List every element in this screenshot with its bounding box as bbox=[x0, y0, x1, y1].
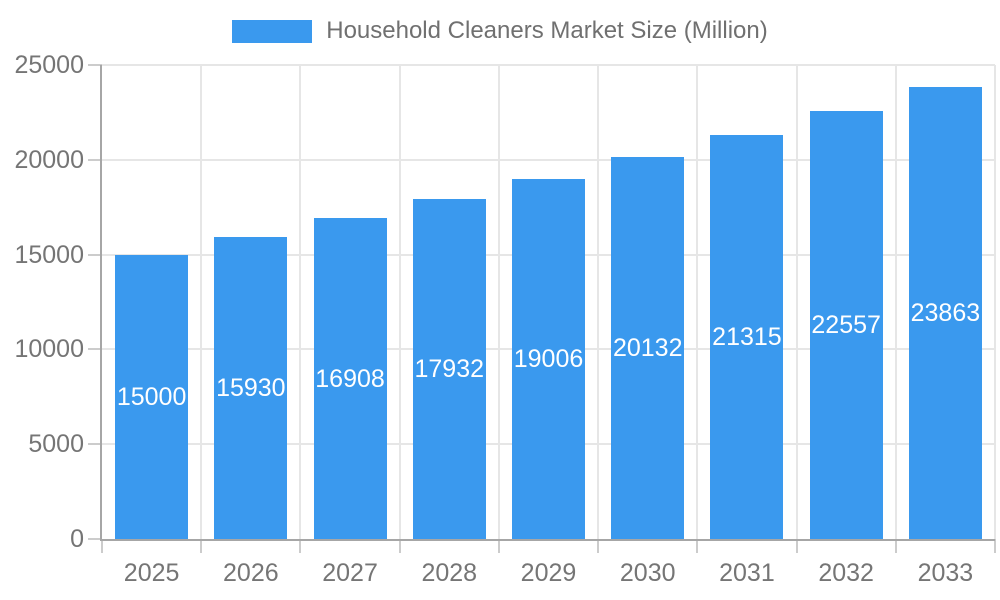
y-axis-label: 25000 bbox=[14, 51, 84, 79]
x-axis-tick bbox=[200, 539, 203, 553]
bar-2027[interactable]: 16908 bbox=[313, 218, 387, 539]
x-axis-tick bbox=[894, 539, 897, 553]
bar-value-label: 17932 bbox=[414, 354, 485, 383]
y-axis-tick bbox=[88, 348, 102, 351]
bar-2030[interactable]: 20132 bbox=[611, 157, 685, 539]
x-axis-label: 2026 bbox=[223, 559, 279, 587]
bar-value-label: 19006 bbox=[513, 344, 584, 373]
x-gridline bbox=[200, 65, 203, 539]
y-axis-tick bbox=[88, 538, 102, 540]
y-axis-label: 5000 bbox=[28, 430, 84, 459]
bar-value-label: 21315 bbox=[712, 322, 782, 351]
bar-value-label: 16908 bbox=[315, 364, 385, 393]
y-axis-tick bbox=[88, 64, 102, 66]
legend-color-swatch[interactable] bbox=[232, 19, 313, 43]
x-axis-label: 2028 bbox=[421, 559, 478, 587]
y-gridline bbox=[102, 158, 995, 161]
y-axis-tick bbox=[88, 443, 102, 446]
x-axis-tick bbox=[994, 539, 996, 553]
x-gridline bbox=[696, 65, 699, 539]
bar-value-label: 23863 bbox=[910, 298, 981, 327]
x-axis-label: 2025 bbox=[123, 559, 180, 587]
x-axis-label: 2033 bbox=[917, 559, 974, 587]
y-gridline bbox=[102, 64, 995, 66]
y-axis-line bbox=[100, 65, 102, 539]
bar-2032[interactable]: 22557 bbox=[809, 111, 883, 539]
x-axis-label: 2030 bbox=[619, 559, 676, 587]
bar-value-label: 15930 bbox=[216, 373, 286, 402]
bar-2031[interactable]: 21315 bbox=[710, 134, 784, 539]
x-gridline bbox=[994, 65, 996, 539]
bar-value-label: 20132 bbox=[612, 334, 683, 363]
x-gridline bbox=[497, 65, 500, 539]
bar-2028[interactable]: 17932 bbox=[412, 199, 486, 539]
bar-value-label: 15000 bbox=[116, 382, 187, 411]
x-gridline bbox=[894, 65, 897, 539]
x-axis-tick bbox=[597, 539, 600, 553]
y-axis-label: 20000 bbox=[14, 145, 84, 174]
x-axis-tick bbox=[299, 539, 302, 553]
x-axis-label: 2032 bbox=[818, 559, 874, 587]
x-axis-tick bbox=[101, 539, 103, 553]
y-axis-tick bbox=[88, 158, 102, 161]
bar-2029[interactable]: 19006 bbox=[512, 178, 585, 539]
x-gridline bbox=[299, 65, 302, 539]
x-gridline bbox=[597, 65, 600, 539]
x-axis-label: 2029 bbox=[520, 559, 577, 587]
bar-2033[interactable]: 23863 bbox=[908, 86, 982, 539]
x-axis-tick bbox=[497, 539, 500, 553]
x-axis-label: 2027 bbox=[322, 559, 378, 587]
x-gridline bbox=[398, 65, 401, 539]
x-axis-tick bbox=[398, 539, 401, 553]
x-axis-tick bbox=[696, 539, 699, 553]
y-axis-label: 0 bbox=[70, 525, 84, 553]
y-axis-label: 15000 bbox=[14, 240, 84, 269]
bar-2025[interactable]: 15000 bbox=[115, 254, 189, 539]
bar-value-label: 22557 bbox=[811, 311, 881, 340]
chart-legend[interactable]: Household Cleaners Market Size (Million) bbox=[0, 18, 1000, 44]
x-axis-tick bbox=[795, 539, 798, 553]
legend-label: Household Cleaners Market Size (Million) bbox=[326, 17, 768, 44]
x-axis-label: 2031 bbox=[719, 559, 775, 587]
bar-2026[interactable]: 15930 bbox=[214, 236, 288, 539]
x-axis-line bbox=[100, 539, 995, 541]
x-gridline bbox=[795, 65, 798, 539]
y-axis-label: 10000 bbox=[14, 335, 84, 364]
y-axis-tick bbox=[88, 253, 102, 256]
